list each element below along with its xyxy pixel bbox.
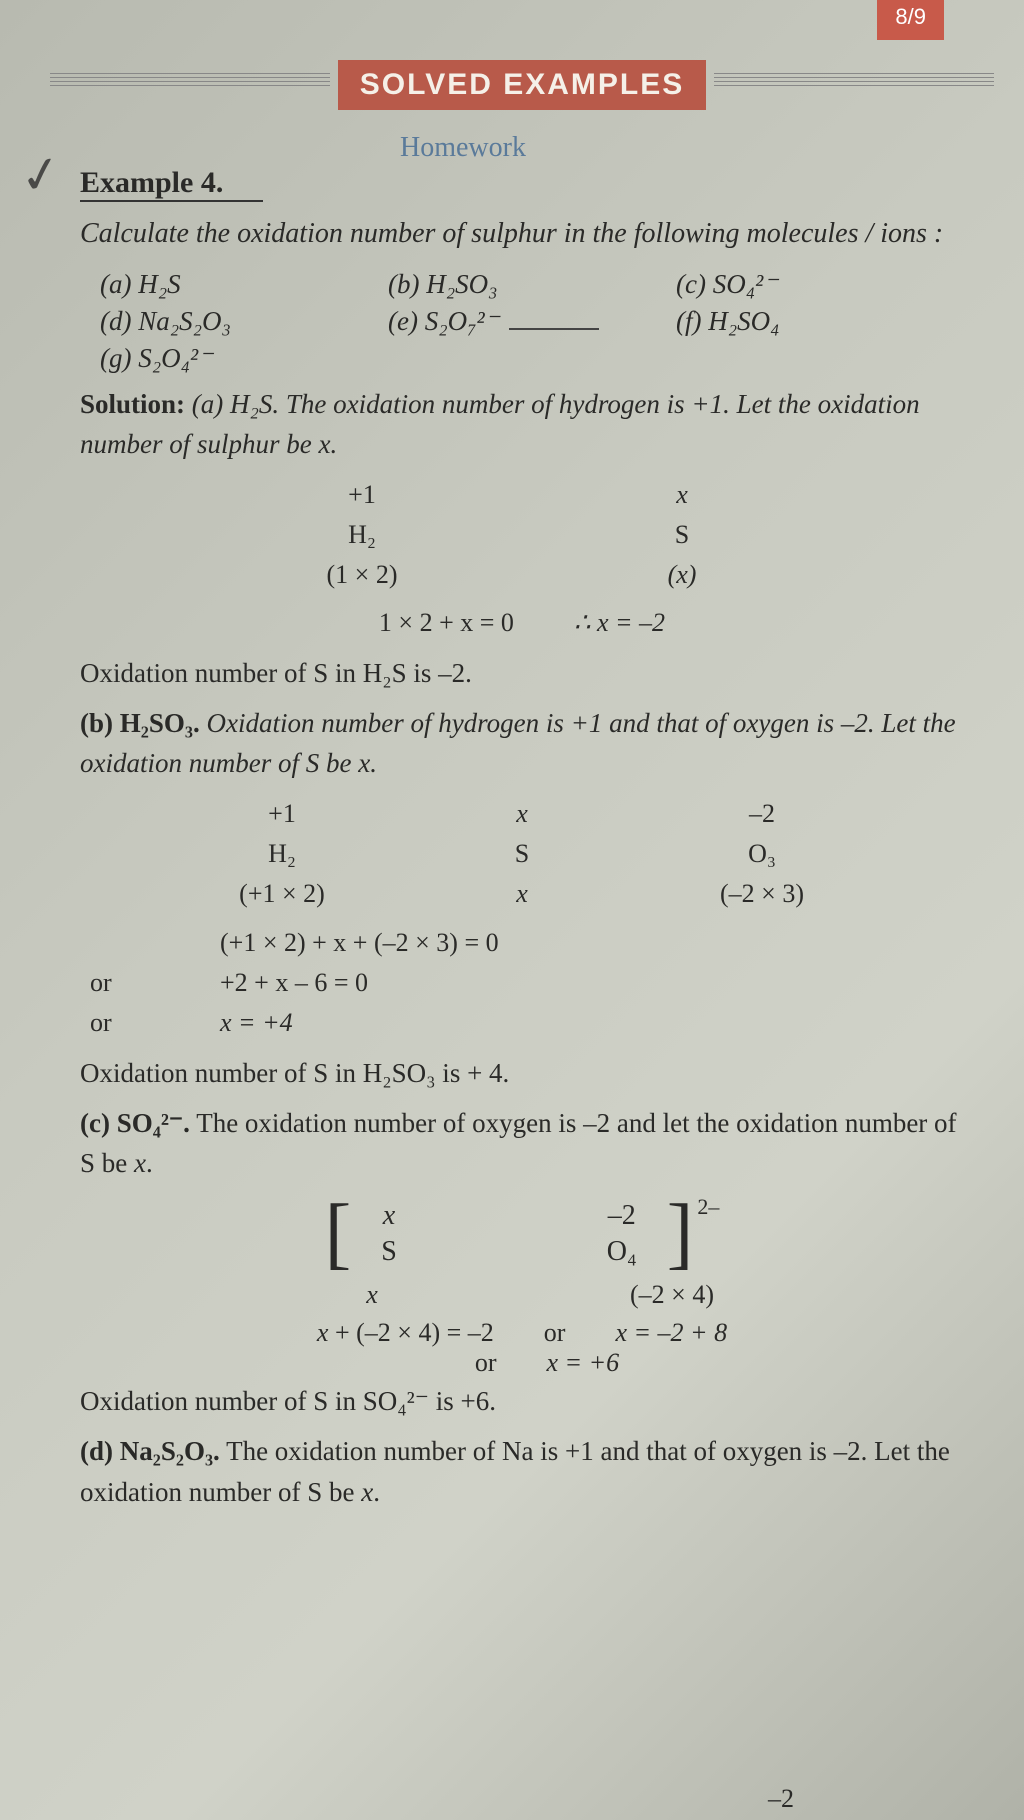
question-text: Calculate the oxidation number of sulphu… xyxy=(80,214,964,255)
solution-c-bracket: [ xS –2O₄ ] 2– xyxy=(80,1198,964,1271)
page-number-badge: 8/9 xyxy=(877,0,944,40)
solution-a-intro: Solution: (a) H₂S. The oxidation number … xyxy=(80,384,964,465)
option-b: (b) H₂SO₃ xyxy=(388,269,676,300)
option-e: (e) S₂O₇²⁻ xyxy=(388,306,676,337)
solution-b-working: +1x–2 H₂SO₃ (+1 × 2)x(–2 × 3) (+1 × 2) +… xyxy=(80,794,964,1044)
solution-b-intro: (b) H₂SO₃. Oxidation number of hydrogen … xyxy=(80,703,964,784)
solution-a-result: Oxidation number of S in H₂S is –2. xyxy=(80,658,964,689)
solution-c-intro: (c) SO₄²⁻. The oxidation number of oxyge… xyxy=(80,1103,964,1184)
solution-c-grid: x(–2 × 4) xyxy=(222,1280,822,1310)
solution-a-working: +1x H₂S (1 × 2)(x) 1 × 2 + x = 0 ∴ x = –… xyxy=(80,475,964,644)
solution-b-result: Oxidation number of S in H₂SO₃ is + 4. xyxy=(80,1058,964,1089)
option-d: (d) Na₂S₂O₃ xyxy=(100,306,388,337)
solution-label: Solution: xyxy=(80,389,185,419)
solution-c-eq2: or x = +6 xyxy=(80,1348,964,1378)
option-f: (f) H₂SO₄ xyxy=(676,306,964,337)
solution-d-intro: (d) Na₂S₂O₃. The oxidation number of Na … xyxy=(80,1431,964,1512)
options-grid: (a) H₂S (b) H₂SO₃ (c) SO₄²⁻ (d) Na₂S₂O₃ … xyxy=(100,269,964,374)
solution-c-eq: x + (–2 × 4) = –2 or x = –2 + 8 xyxy=(80,1318,964,1348)
option-c: (c) SO₄²⁻ xyxy=(676,269,964,300)
checkmark-icon: ✓ xyxy=(15,143,66,207)
handwritten-note: Homework xyxy=(400,132,964,164)
option-a: (a) H₂S xyxy=(100,269,388,300)
example-heading: Example 4. xyxy=(80,166,263,202)
option-g: (g) S₂O₄²⁻ xyxy=(100,343,388,374)
solution-c-result: Oxidation number of S in SO₄²⁻ is +6. xyxy=(80,1386,964,1417)
trailing-number: –2 xyxy=(768,1784,794,1814)
section-header: SOLVED EXAMPLES xyxy=(80,60,964,110)
header-title: SOLVED EXAMPLES xyxy=(338,60,707,110)
